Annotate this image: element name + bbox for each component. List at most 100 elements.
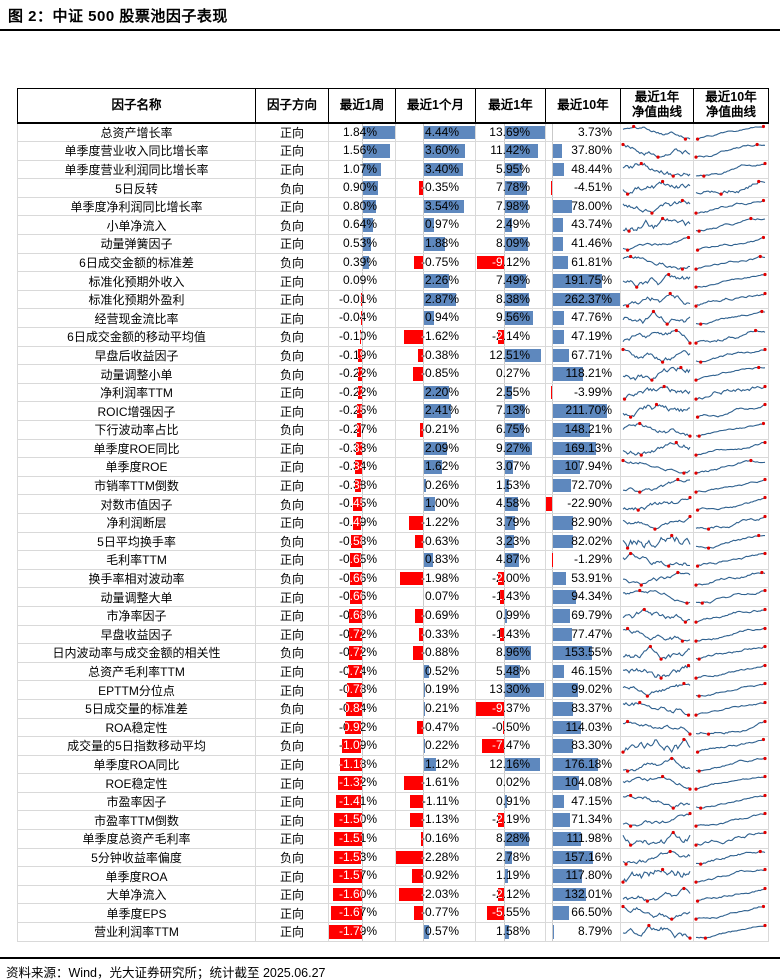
databar-axis bbox=[551, 440, 553, 457]
table-row: 净利润断层正向-0.49%-0.49%-1.22%-1.22%3.79%82.9… bbox=[17, 512, 769, 533]
factor-direction-cell: 正向 bbox=[255, 121, 329, 143]
data-bar-knockout-text: -0.01% bbox=[361, 293, 362, 307]
data-bar: -0.66% bbox=[349, 571, 362, 586]
databar-axis bbox=[504, 477, 505, 494]
databar-axis bbox=[504, 347, 505, 364]
sparkline-1y bbox=[620, 587, 694, 607]
data-bar: -0.22% bbox=[357, 385, 362, 400]
data-bar-knockout-text: -2.14% bbox=[498, 330, 504, 344]
databar-axis bbox=[504, 849, 505, 866]
factor-name-cell: 换手率相对波动率 bbox=[17, 568, 256, 589]
factor-name-cell: 成交量的5日指数移动平均 bbox=[17, 736, 256, 756]
return-week-cell: -0.49%-0.49% bbox=[328, 512, 396, 533]
databar-axis bbox=[361, 607, 363, 625]
return-year-cell: -9.12%-9.12% bbox=[475, 252, 546, 273]
data-bar bbox=[551, 311, 565, 326]
databar-axis bbox=[504, 254, 505, 271]
return-value: 262.37% bbox=[564, 291, 612, 306]
data-bar: -0.85% bbox=[412, 367, 423, 381]
data-bar bbox=[504, 181, 528, 195]
sparkline-1y bbox=[620, 159, 694, 180]
return-value: 0.83% bbox=[424, 552, 459, 567]
return-value: 83.30% bbox=[571, 738, 612, 753]
return-value: 2.55% bbox=[495, 384, 530, 399]
factor-name-cell: 毛利率TTM bbox=[17, 550, 256, 570]
return-value: 2.41% bbox=[424, 403, 459, 418]
return-value: -0.19% bbox=[330, 347, 395, 364]
return-month-cell: -1.62%-1.62% bbox=[395, 327, 476, 347]
factor-name-cell: 动量弹簧因子 bbox=[17, 234, 256, 254]
return-value: 48.44% bbox=[571, 161, 612, 176]
return-ten-year-cell: 46.15% bbox=[545, 661, 621, 682]
data-bar bbox=[551, 237, 563, 251]
data-bar bbox=[551, 720, 582, 735]
data-bar-knockout-text: -3.99% bbox=[551, 386, 552, 400]
sparkline-10y bbox=[693, 475, 769, 496]
return-week-cell: -0.22%-0.22% bbox=[328, 382, 396, 403]
return-ten-year-cell: 3.73% bbox=[545, 121, 621, 143]
databar-axis bbox=[422, 904, 424, 922]
sparkline-1y bbox=[620, 698, 694, 719]
data-bar bbox=[422, 199, 465, 214]
databar-axis bbox=[422, 328, 424, 346]
return-value: 99.02% bbox=[571, 682, 612, 697]
data-bar bbox=[551, 906, 570, 921]
return-value: 104.08% bbox=[564, 775, 612, 790]
return-ten-year-cell: 71.34% bbox=[545, 810, 621, 831]
data-bar-knockout-text: -0.16% bbox=[421, 832, 423, 846]
return-value: 12.51% bbox=[489, 347, 530, 362]
return-value: 3.79% bbox=[495, 514, 530, 529]
data-bar-knockout-text: -1.57% bbox=[338, 869, 362, 883]
data-bar bbox=[551, 683, 578, 697]
return-week-cell: 1.84% bbox=[328, 121, 396, 143]
data-bar: -0.68% bbox=[349, 608, 362, 623]
databar-axis bbox=[422, 402, 424, 420]
table-row: 毛利率TTM正向-0.65%-0.65%0.83%4.87%-1.29%-1.2… bbox=[17, 550, 769, 570]
data-bar bbox=[551, 255, 568, 270]
return-week-cell: 1.56% bbox=[328, 141, 396, 161]
return-value: 3.07% bbox=[495, 459, 530, 474]
databar-axis bbox=[551, 923, 553, 941]
factor-direction-cell: 负向 bbox=[255, 364, 329, 384]
data-bar: -0.72% bbox=[348, 646, 362, 660]
databar-axis bbox=[361, 495, 363, 513]
return-value: 83.37% bbox=[571, 700, 612, 715]
return-ten-year-cell: 48.44% bbox=[545, 159, 621, 180]
factor-direction-cell: 负向 bbox=[255, 643, 329, 663]
sparkline-10y bbox=[693, 141, 769, 161]
sparkline-1y bbox=[620, 661, 694, 682]
return-value: 61.81% bbox=[571, 254, 612, 269]
data-bar bbox=[504, 348, 542, 363]
return-value: 69.79% bbox=[571, 607, 612, 622]
return-value: -2.12% bbox=[491, 886, 530, 901]
return-value: 8.28% bbox=[495, 831, 530, 846]
return-value: -1.62% bbox=[420, 329, 459, 344]
table-row: ROA稳定性正向-0.92%-0.92%-0.47%-0.47%-0.50%-0… bbox=[17, 717, 769, 738]
sparkline-10y bbox=[693, 178, 769, 198]
return-value: -3.99% bbox=[573, 384, 612, 399]
databar-axis bbox=[504, 588, 505, 606]
return-month-cell: -1.13%-1.13% bbox=[395, 810, 476, 831]
data-bar: -7.47% bbox=[481, 739, 505, 753]
data-bar bbox=[504, 404, 526, 418]
return-month-cell: 0.57% bbox=[395, 922, 476, 942]
data-bar bbox=[551, 608, 570, 623]
return-ten-year-cell: 47.15% bbox=[545, 791, 621, 812]
data-bar bbox=[422, 125, 475, 140]
sparkline-10y bbox=[693, 252, 769, 273]
return-ten-year-cell: 114.03% bbox=[545, 717, 621, 738]
data-bar-knockout-text: -0.22% bbox=[358, 386, 362, 400]
table-row: 市净率因子正向-0.68%-0.68%-0.69%-0.69%0.99%69.7… bbox=[17, 605, 769, 626]
return-ten-year-cell: 153.55% bbox=[545, 643, 621, 663]
databar-axis bbox=[361, 756, 363, 773]
return-week-cell: -0.04%-0.04% bbox=[328, 308, 396, 329]
data-bar: -1.29% bbox=[551, 553, 553, 567]
return-value: 0.90% bbox=[342, 180, 377, 195]
factor-name-cell: 营业利润率TTM bbox=[17, 922, 256, 942]
return-month-cell: -0.63%-0.63% bbox=[395, 531, 476, 552]
data-bar: -0.92% bbox=[344, 720, 362, 735]
return-year-cell: 8.28% bbox=[475, 829, 546, 849]
databar-axis bbox=[551, 161, 553, 178]
data-bar: -1.57% bbox=[333, 869, 362, 883]
